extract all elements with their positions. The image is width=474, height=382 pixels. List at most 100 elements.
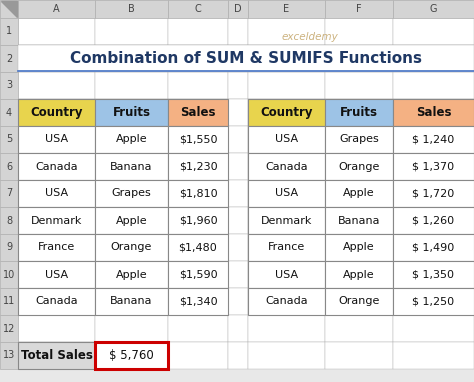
Bar [95,234,168,261]
Bar [325,288,393,315]
Bar [228,18,248,45]
Bar [325,234,393,261]
Bar [18,315,95,342]
Bar [248,261,325,288]
Text: $ 1,720: $ 1,720 [412,188,455,199]
Bar [393,72,474,99]
Text: USA: USA [275,269,298,280]
Bar [228,207,248,234]
Text: Sales: Sales [416,106,451,119]
Bar [325,99,393,126]
Bar [168,45,228,72]
Bar [168,180,228,207]
Bar [228,45,248,72]
Bar [248,288,325,315]
Bar [393,315,474,342]
Polygon shape [1,1,17,17]
Bar [0,288,18,315]
Bar [248,261,325,288]
Text: Fruits: Fruits [112,106,151,119]
Bar [325,234,393,261]
Bar [168,153,228,180]
Bar [0,0,474,18]
Bar [228,153,248,180]
Bar [248,0,325,18]
Bar [18,288,95,315]
Text: Apple: Apple [116,215,147,225]
Bar [18,234,95,261]
Bar [168,99,228,126]
Bar [0,342,18,369]
Bar [228,0,248,18]
Text: 12: 12 [3,324,15,333]
Text: USA: USA [45,269,68,280]
Bar [228,288,248,315]
Bar [248,18,325,45]
Bar [95,234,168,261]
Bar [168,288,228,315]
Bar [325,126,393,153]
Bar [168,153,228,180]
Bar [325,18,393,45]
Bar [393,261,474,288]
Bar [393,207,474,234]
Bar [168,72,228,99]
Bar [168,315,228,342]
Text: 11: 11 [3,296,15,306]
Bar [95,288,168,315]
Bar [393,288,474,315]
Text: $ 1,350: $ 1,350 [412,269,455,280]
Bar [325,207,393,234]
Text: A: A [53,4,60,14]
Text: Banana: Banana [110,296,153,306]
Text: Canada: Canada [265,162,308,172]
Bar [95,126,168,153]
Bar [325,153,393,180]
Bar [0,0,18,18]
Bar [393,207,474,234]
Bar [95,99,168,126]
Text: D: D [234,4,242,14]
Bar [18,180,95,207]
Bar [248,234,325,261]
Bar [95,18,168,45]
Text: Apple: Apple [116,269,147,280]
Bar [325,207,393,234]
Bar [168,126,228,153]
Bar [95,207,168,234]
Bar [95,180,168,207]
Bar [393,126,474,153]
Text: 13: 13 [3,351,15,361]
Bar [0,153,18,180]
Bar [393,180,474,207]
Text: 1: 1 [6,26,12,37]
Bar [95,126,168,153]
Bar [0,18,18,45]
Bar [18,342,95,369]
Text: Apple: Apple [343,269,375,280]
Text: Canada: Canada [35,162,78,172]
Text: G: G [430,4,437,14]
Bar [168,288,228,315]
Bar [325,0,393,18]
Text: Apple: Apple [343,188,375,199]
Bar [95,153,168,180]
Bar [168,207,228,234]
Bar [18,153,95,180]
Bar [248,99,325,126]
Bar [393,288,474,315]
Text: $ 1,260: $ 1,260 [412,215,455,225]
Bar [0,234,18,261]
Text: Orange: Orange [338,296,380,306]
Bar [248,153,325,180]
Bar [168,261,228,288]
Bar [228,315,248,342]
Bar [95,342,168,369]
Bar [248,72,325,99]
Bar [95,99,168,126]
Text: $1,590: $1,590 [179,269,217,280]
Bar [18,261,95,288]
Bar [393,99,474,126]
Text: France: France [38,243,75,253]
Text: B: B [128,4,135,14]
